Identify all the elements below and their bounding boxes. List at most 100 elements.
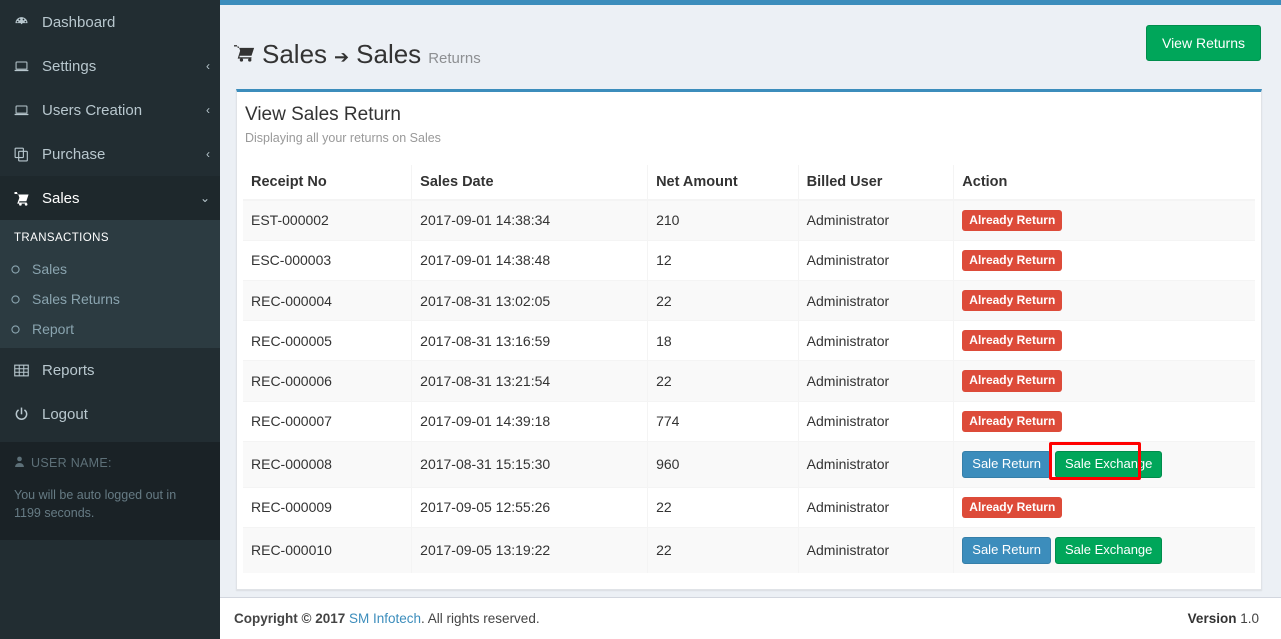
cell-sales-date: 2017-09-01 14:38:48 xyxy=(411,239,648,281)
cart-icon xyxy=(14,191,40,206)
table-row: REC-000005 2017-08-31 13:16:59 18 Administr… xyxy=(243,320,1255,361)
cell-billed-user: Administrator xyxy=(797,239,954,281)
cell-sales-date: 2017-09-05 13:19:22 xyxy=(411,526,648,573)
sidebar-item-reports[interactable]: Reports xyxy=(0,348,220,392)
table-row: ESC-000003 2017-09-01 14:38:48 12 Administr… xyxy=(243,239,1255,281)
breadcrumb-arrow-icon: ➔ xyxy=(334,47,350,68)
sidebar-item-label: Reports xyxy=(42,361,95,379)
auto-logout-timer: You will be auto logged out in 1199 seco… xyxy=(14,488,177,521)
cell-billed-user: Administrator xyxy=(797,486,954,528)
column-header-action: Action xyxy=(953,164,1255,201)
cell-action: Sale Return Sale Exchange xyxy=(953,440,1255,488)
page-title: Sales ➔ Sales Returns xyxy=(234,36,481,69)
sidebar-item-purchase[interactable]: Purchase ‹ xyxy=(0,132,220,176)
cell-sales-date: 2017-09-01 14:38:34 xyxy=(411,199,648,241)
cell-net-amount: 22 xyxy=(647,526,799,573)
table-row: REC-000010 2017-09-05 13:19:22 22 Administr… xyxy=(243,526,1255,573)
table-header-row: Receipt No Sales Date Net Amount Billed Use… xyxy=(243,164,1255,201)
already-return-badge[interactable]: Already Return xyxy=(962,209,1063,231)
column-header-net-amount: Net Amount xyxy=(647,164,799,201)
cell-receipt-no: REC-000010 xyxy=(243,526,412,573)
sidebar-subitem-label: Sales Returns xyxy=(32,291,120,307)
cell-receipt-no: REC-000006 xyxy=(243,360,412,402)
cell-action: Already Return xyxy=(953,320,1255,361)
sidebar-subitem-sales[interactable]: Sales xyxy=(0,254,220,284)
sidebar-item-dashboard[interactable]: Dashboard xyxy=(0,0,220,44)
sidebar-item-sales[interactable]: Sales ⌄ xyxy=(0,176,220,220)
sidebar-after-nav: Reports Logout xyxy=(0,348,220,436)
cell-action: Already Return xyxy=(953,199,1255,241)
sidebar-item-logout[interactable]: Logout xyxy=(0,392,220,436)
sale-exchange-button[interactable]: Sale Exchange xyxy=(1054,536,1163,564)
sidebar-item-users-creation[interactable]: Users Creation ‹ xyxy=(0,88,220,132)
cart-icon xyxy=(234,44,255,67)
chevron-down-icon: ⌄ xyxy=(199,191,210,205)
sidebar-item-label: Logout xyxy=(42,405,88,423)
sidebar-subitem-sales-returns[interactable]: Sales Returns xyxy=(0,284,220,314)
cell-sales-date: 2017-09-01 14:39:18 xyxy=(411,400,648,442)
footer-copyright: Copyright © 2017 SM Infotech. All rights… xyxy=(234,611,540,626)
footer-version-number: 1.0 xyxy=(1240,611,1259,626)
sidebar: Dashboard Settings ‹ Users Creation ‹ Purchas… xyxy=(0,0,220,639)
user-name-label: USER NAME: xyxy=(31,456,112,470)
laptop-icon xyxy=(14,59,40,74)
sale-return-button[interactable]: Sale Return xyxy=(962,536,1051,564)
sidebar-submenu-items: Sales Sales Returns Report xyxy=(0,254,220,344)
cell-receipt-no: REC-000008 xyxy=(243,440,412,488)
cell-receipt-no: REC-000005 xyxy=(243,320,412,361)
sale-exchange-button[interactable]: Sale Exchange xyxy=(1054,450,1163,478)
cell-receipt-no: EST-000002 xyxy=(243,199,412,241)
dashboard-icon xyxy=(14,15,40,30)
circle-o-icon xyxy=(10,294,32,305)
page-title-main: Sales xyxy=(262,39,328,70)
top-accent-bar xyxy=(220,0,1281,5)
table-row: REC-000009 2017-09-05 12:55:26 22 Administr… xyxy=(243,486,1255,528)
cell-net-amount: 22 xyxy=(647,360,799,402)
already-return-badge[interactable]: Already Return xyxy=(962,370,1063,392)
sidebar-subitem-label: Sales xyxy=(32,261,68,277)
sidebar-main-nav: Dashboard Settings ‹ Users Creation ‹ Purchas… xyxy=(0,0,220,220)
sidebar-item-label: Sales xyxy=(42,189,80,207)
already-return-badge[interactable]: Already Return xyxy=(962,496,1063,518)
already-return-badge[interactable]: Already Return xyxy=(962,330,1063,352)
table-row: REC-000008 2017-08-31 15:15:30 960 Administ… xyxy=(243,440,1255,488)
sidebar-item-settings[interactable]: Settings ‹ xyxy=(0,44,220,88)
cell-net-amount: 22 xyxy=(647,280,799,321)
cell-billed-user: Administrator xyxy=(797,199,954,241)
cell-receipt-no: ESC-000003 xyxy=(243,239,412,281)
circle-o-icon xyxy=(10,324,32,335)
view-returns-button[interactable]: View Returns xyxy=(1145,25,1261,61)
footer-version-label: Version xyxy=(1187,611,1237,626)
table-row: REC-000004 2017-08-31 13:02:05 22 Administr… xyxy=(243,280,1255,321)
cell-receipt-no: REC-000007 xyxy=(243,400,412,442)
sidebar-item-label: Settings xyxy=(42,57,97,75)
highlight-wrapper: Sale Exchange xyxy=(1048,441,1166,480)
sidebar-subitem-report[interactable]: Report xyxy=(0,314,220,344)
cell-billed-user: Administrator xyxy=(797,280,954,321)
already-return-badge[interactable]: Already Return xyxy=(962,290,1063,312)
page-title-second: Sales xyxy=(356,39,422,70)
table-icon xyxy=(14,363,40,378)
cell-net-amount: 774 xyxy=(647,400,799,442)
already-return-badge[interactable]: Already Return xyxy=(962,249,1063,272)
sidebar-submenu-header: TRANSACTIONS xyxy=(14,232,109,244)
cell-net-amount: 960 xyxy=(647,440,799,488)
sale-return-button[interactable]: Sale Return xyxy=(962,450,1051,478)
cell-net-amount: 210 xyxy=(647,199,799,241)
table-row: REC-000007 2017-09-01 14:39:18 774 Administ… xyxy=(243,400,1255,442)
footer-copyright-suffix: . All rights reserved. xyxy=(421,611,540,626)
already-return-badge[interactable]: Already Return xyxy=(962,410,1063,432)
panel-subtitle: Displaying all your returns on Sales xyxy=(245,130,441,145)
cell-action: Already Return xyxy=(953,360,1255,402)
footer-company-link[interactable]: SM Infotech xyxy=(348,611,422,626)
sidebar-user-box: USER NAME: You will be auto logged out i… xyxy=(0,442,220,541)
cell-net-amount: 18 xyxy=(647,320,799,361)
cell-net-amount: 22 xyxy=(647,486,799,528)
table-head: Receipt No Sales Date Net Amount Billed Use… xyxy=(243,164,1255,201)
sidebar-submenu: TRANSACTIONS Sales Sales Returns Report xyxy=(0,220,220,348)
cell-billed-user: Administrator xyxy=(797,360,954,402)
cell-billed-user: Administrator xyxy=(797,526,954,573)
cell-action: Already Return xyxy=(953,239,1255,281)
sidebar-item-label: Dashboard xyxy=(42,13,116,31)
